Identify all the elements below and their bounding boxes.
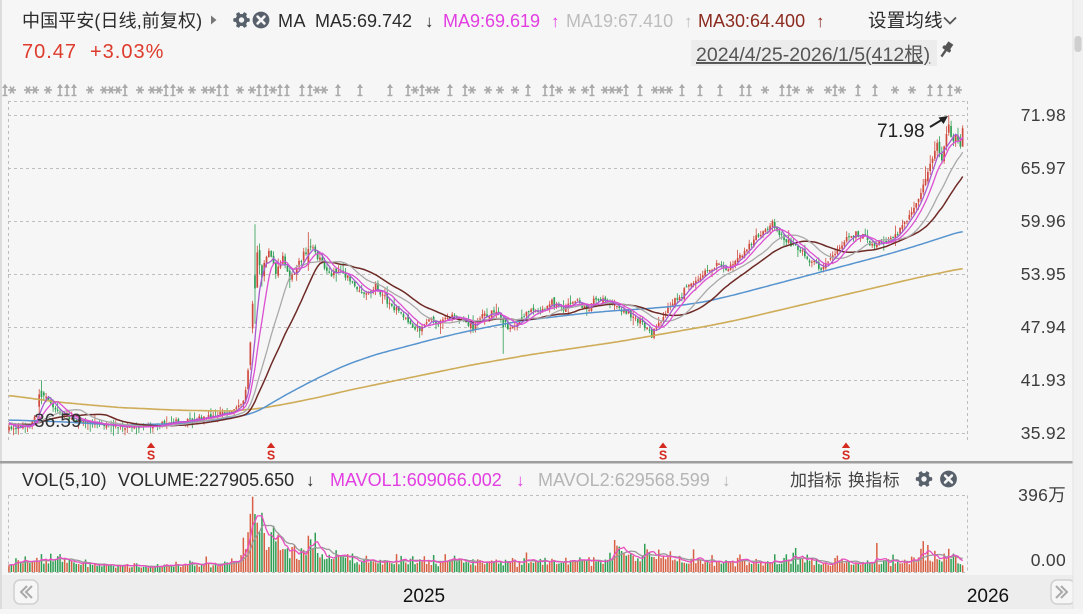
svg-text:+3.03%: +3.03% xyxy=(90,41,164,63)
svg-text:MA30:64.400: MA30:64.400 xyxy=(698,11,805,31)
svg-text:396万: 396万 xyxy=(1018,485,1066,505)
svg-text:↓: ↓ xyxy=(722,471,731,490)
svg-text:↑: ↑ xyxy=(684,12,693,31)
svg-text:71.98: 71.98 xyxy=(1021,105,1066,125)
svg-text:S: S xyxy=(842,449,850,463)
svg-text:2025: 2025 xyxy=(403,586,445,607)
svg-text:加指标: 加指标 xyxy=(790,471,842,490)
svg-text:35.92: 35.92 xyxy=(1021,423,1066,443)
svg-text:MA: MA xyxy=(278,11,306,31)
svg-text:70.47: 70.47 xyxy=(22,41,77,63)
svg-text:2024/4/25-2026/1/5(412根): 2024/4/25-2026/1/5(412根) xyxy=(696,44,930,66)
svg-text:设置均线: 设置均线 xyxy=(868,10,943,31)
svg-text:中国平安(日线,前复权): 中国平安(日线,前复权) xyxy=(22,11,202,31)
svg-text:S: S xyxy=(267,449,275,463)
svg-text:2026: 2026 xyxy=(967,586,1009,607)
svg-text:59.96: 59.96 xyxy=(1021,211,1066,231)
svg-text:MAVOL1:609066.002: MAVOL1:609066.002 xyxy=(330,470,502,490)
svg-text:↓: ↓ xyxy=(516,471,525,490)
svg-text:47.94: 47.94 xyxy=(1021,317,1066,337)
svg-text:↓: ↓ xyxy=(306,471,315,490)
svg-text:VOL(5,10): VOL(5,10) xyxy=(22,470,107,490)
svg-text:MA9:69.619: MA9:69.619 xyxy=(443,11,540,31)
svg-text:0.00: 0.00 xyxy=(1031,550,1066,570)
svg-text:↓: ↓ xyxy=(425,12,434,31)
svg-text:65.97: 65.97 xyxy=(1021,158,1066,178)
svg-text:MAVOL2:629568.599: MAVOL2:629568.599 xyxy=(538,470,710,490)
svg-text:41.93: 41.93 xyxy=(1021,370,1066,390)
svg-text:VOLUME:227905.650: VOLUME:227905.650 xyxy=(118,470,294,490)
svg-text:S: S xyxy=(147,449,155,463)
svg-text:↑: ↑ xyxy=(551,12,560,31)
svg-text:↑: ↑ xyxy=(816,12,825,31)
svg-text:S: S xyxy=(659,449,667,463)
svg-text:53.95: 53.95 xyxy=(1021,264,1066,284)
svg-text:MA5:69.742: MA5:69.742 xyxy=(315,11,412,31)
svg-text:36.59: 36.59 xyxy=(34,411,82,432)
svg-text:换指标: 换指标 xyxy=(848,471,900,490)
svg-text:71.98: 71.98 xyxy=(877,121,925,142)
svg-text:MA19:67.410: MA19:67.410 xyxy=(566,11,673,31)
